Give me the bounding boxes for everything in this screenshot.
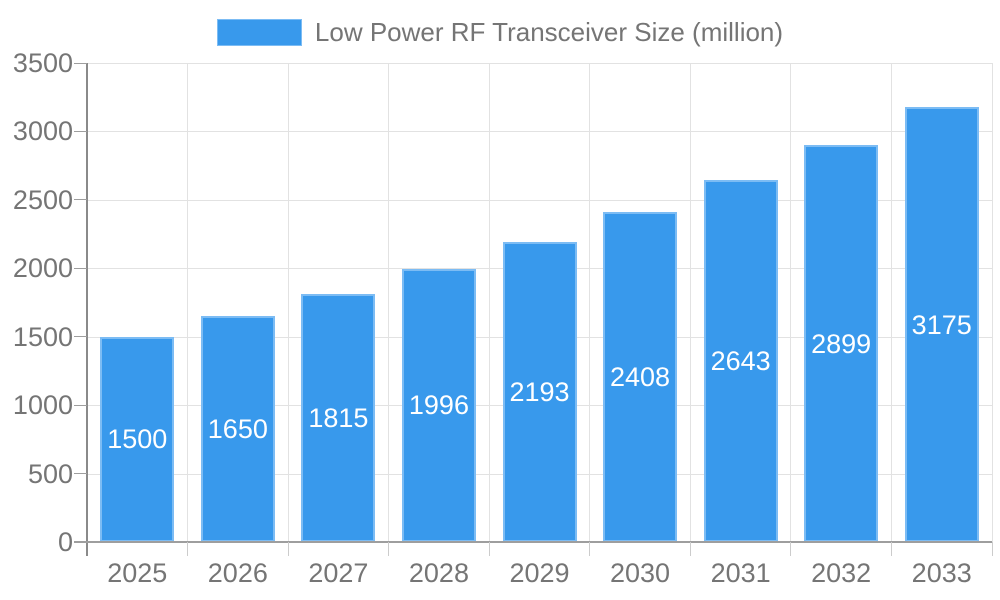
bar-2032: 2899 — [804, 145, 879, 542]
gridline-vertical — [689, 63, 691, 542]
x-axis-tick — [287, 542, 289, 556]
x-axis-tick — [689, 542, 691, 556]
x-axis-tick-label: 2033 — [911, 558, 972, 588]
y-axis-tick-label: 2500 — [12, 184, 73, 215]
x-axis-tick — [589, 542, 591, 556]
bar-2027: 1815 — [301, 293, 376, 542]
bar-2029: 2193 — [502, 241, 577, 542]
gridline-horizontal — [87, 199, 992, 201]
bar-value-label: 1650 — [207, 414, 268, 445]
gridline-vertical — [589, 63, 591, 542]
bar-2030: 2408 — [603, 212, 678, 542]
x-axis-tick-label: 2030 — [610, 558, 671, 588]
bar-value-label: 1500 — [107, 424, 168, 455]
bar-value-label: 3175 — [911, 309, 972, 340]
gridline-vertical — [488, 63, 490, 542]
x-axis-tick — [488, 542, 490, 556]
bar-value-label: 2899 — [811, 328, 872, 359]
legend: Low Power RF Transceiver Size (million) — [0, 18, 1000, 47]
bar-value-label: 2193 — [509, 376, 570, 407]
x-axis-tick-label: 2032 — [811, 558, 872, 588]
gridline-vertical — [187, 63, 189, 542]
y-axis-tick — [74, 62, 87, 64]
y-axis-tick-label: 3000 — [12, 116, 73, 147]
gridline-vertical — [388, 63, 390, 542]
gridline-vertical — [287, 63, 289, 542]
y-axis-tick-label: 2000 — [12, 253, 73, 284]
y-axis-tick-label: 3500 — [12, 48, 73, 78]
x-axis-tick — [790, 542, 792, 556]
x-axis-line — [74, 541, 992, 543]
x-axis-tick-label: 2026 — [207, 558, 268, 588]
gridline-vertical — [991, 63, 993, 542]
x-axis-tick-label: 2029 — [509, 558, 570, 588]
y-axis-tick — [74, 267, 87, 269]
x-axis-tick-label: 2025 — [107, 558, 168, 588]
bar-2033: 3175 — [904, 107, 979, 542]
legend-label: Low Power RF Transceiver Size (million) — [314, 17, 784, 47]
x-axis-tick — [991, 542, 993, 556]
plot-area: 1500 1650 1815 1996 2193 2408 2643 2899 3175 — [87, 63, 993, 542]
x-axis-tick-label: 2027 — [308, 558, 369, 588]
bar-2028: 1996 — [401, 268, 476, 542]
y-axis-tick-label: 0 — [57, 527, 73, 557]
bar-2025: 1500 — [100, 336, 175, 542]
gridline-vertical — [890, 63, 892, 542]
gridline-vertical — [790, 63, 792, 542]
x-axis-tick-label: 2028 — [408, 558, 469, 588]
x-axis-tick — [890, 542, 892, 556]
bar-value-label: 2643 — [710, 346, 771, 377]
bar-value-label: 1815 — [308, 402, 369, 433]
y-axis-tick-label: 1500 — [12, 321, 73, 352]
y-axis-line — [86, 63, 88, 556]
y-axis-tick-label: 1000 — [12, 390, 73, 421]
y-axis-tick — [74, 404, 87, 406]
y-axis-tick — [74, 130, 87, 132]
y-axis-tick — [74, 199, 87, 201]
gridline-horizontal — [87, 131, 992, 133]
bar-value-label: 2408 — [610, 362, 671, 393]
gridline-horizontal — [87, 63, 992, 64]
bar-2031: 2643 — [703, 180, 778, 542]
x-axis-tick-label: 2031 — [710, 558, 771, 588]
x-axis-tick — [388, 542, 390, 556]
bar-2026: 1650 — [200, 316, 275, 542]
legend-swatch — [216, 19, 302, 46]
y-axis-tick — [74, 336, 87, 338]
x-axis-tick — [187, 542, 189, 556]
y-axis-tick — [74, 473, 87, 475]
y-axis-tick-label: 500 — [27, 458, 73, 489]
bar-value-label: 1996 — [408, 390, 469, 421]
